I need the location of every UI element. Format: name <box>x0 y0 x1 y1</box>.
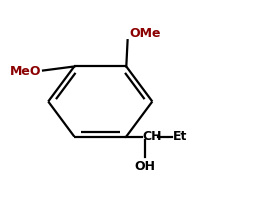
Text: OMe: OMe <box>129 27 160 40</box>
Text: OH: OH <box>135 159 156 172</box>
Text: CH: CH <box>142 129 161 142</box>
Text: MeO: MeO <box>10 65 42 78</box>
Text: Et: Et <box>173 129 187 142</box>
